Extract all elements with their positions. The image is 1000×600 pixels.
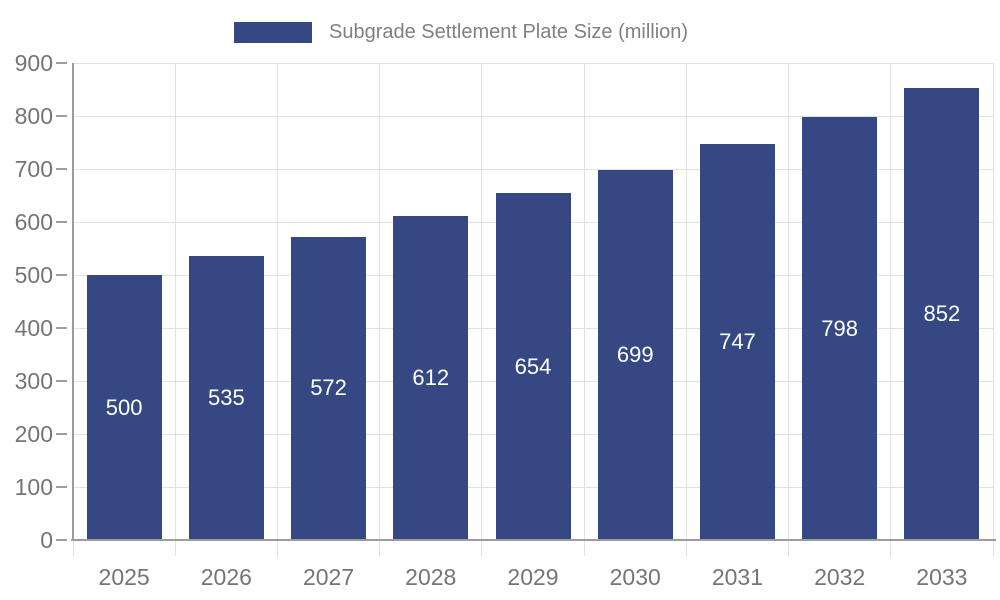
bar-value-label: 654 xyxy=(514,353,552,379)
bar-2025: 500 xyxy=(86,275,162,540)
x-axis-tick-label: 2027 xyxy=(302,564,355,590)
y-axis-tick xyxy=(56,486,67,488)
v-gridline xyxy=(276,63,278,556)
y-axis-tick-label: 600 xyxy=(14,209,53,235)
y-axis-tick xyxy=(56,62,67,64)
v-gridline xyxy=(174,63,176,556)
bar-2027: 572 xyxy=(291,236,367,540)
legend-label: Subgrade Settlement Plate Size (million) xyxy=(329,21,689,43)
bar-2032: 798 xyxy=(802,117,878,540)
y-axis-tick-label: 100 xyxy=(14,474,53,500)
v-gridline xyxy=(788,63,790,556)
x-axis-tick-label: 2033 xyxy=(916,564,968,590)
bar-value-label: 699 xyxy=(616,341,654,367)
y-axis-tick xyxy=(56,168,67,170)
y-axis-tick-label: 300 xyxy=(14,368,53,394)
v-gridline xyxy=(481,63,483,556)
y-axis-tick-label: 0 xyxy=(40,527,53,553)
y-axis-tick xyxy=(56,221,67,223)
bar-value-label: 852 xyxy=(923,301,961,327)
x-axis-tick-label: 2031 xyxy=(711,564,764,590)
x-axis-tick-label: 2029 xyxy=(507,564,559,590)
v-gridline xyxy=(890,63,892,556)
y-axis-tick xyxy=(56,327,67,329)
y-axis-tick-label: 700 xyxy=(14,156,53,182)
bar-value-label: 535 xyxy=(207,385,245,411)
y-axis-tick xyxy=(56,115,67,117)
y-axis-tick xyxy=(56,539,67,541)
y-axis-tick-label: 400 xyxy=(14,315,53,341)
bar-value-label: 798 xyxy=(821,315,859,341)
x-axis-tick-label: 2032 xyxy=(814,564,866,590)
y-axis-tick xyxy=(56,274,67,276)
y-axis-line xyxy=(72,63,74,541)
x-axis-tick-label: 2030 xyxy=(609,564,661,590)
v-gridline xyxy=(583,63,585,556)
legend[interactable]: Subgrade Settlement Plate Size (million) xyxy=(234,22,688,43)
bar-2028: 612 xyxy=(393,215,469,540)
y-axis-tick-label: 900 xyxy=(14,50,53,76)
y-axis-tick-label: 800 xyxy=(14,103,53,129)
y-axis-tick-label: 200 xyxy=(14,421,53,447)
bar-2031: 747 xyxy=(699,144,775,540)
h-gridline xyxy=(73,115,993,117)
y-axis-tick xyxy=(56,380,67,382)
bar-value-label: 747 xyxy=(719,329,756,355)
bar-2029: 654 xyxy=(495,193,571,540)
x-axis-tick-label: 2026 xyxy=(200,564,252,590)
bar-2033: 852 xyxy=(904,88,980,540)
x-axis-tick-label: 2028 xyxy=(405,564,457,590)
bar-2026: 535 xyxy=(188,256,264,540)
legend-swatch xyxy=(234,22,312,43)
v-gridline xyxy=(992,63,994,556)
v-gridline xyxy=(379,63,381,556)
plot-area: 500 535 572 612 654 699 747 798 852 xyxy=(56,62,996,556)
bar-value-label: 572 xyxy=(310,375,347,401)
x-axis-line xyxy=(71,539,996,541)
x-axis-tick-label: 2025 xyxy=(98,564,150,590)
bar-2030: 699 xyxy=(597,169,673,540)
v-gridline xyxy=(685,63,687,556)
y-axis-tick xyxy=(56,433,67,435)
bar-value-label: 612 xyxy=(412,364,450,390)
h-gridline xyxy=(73,62,993,64)
h-gridline xyxy=(73,168,993,170)
bar-value-label: 500 xyxy=(105,394,143,420)
y-axis-tick-label: 500 xyxy=(14,262,53,288)
